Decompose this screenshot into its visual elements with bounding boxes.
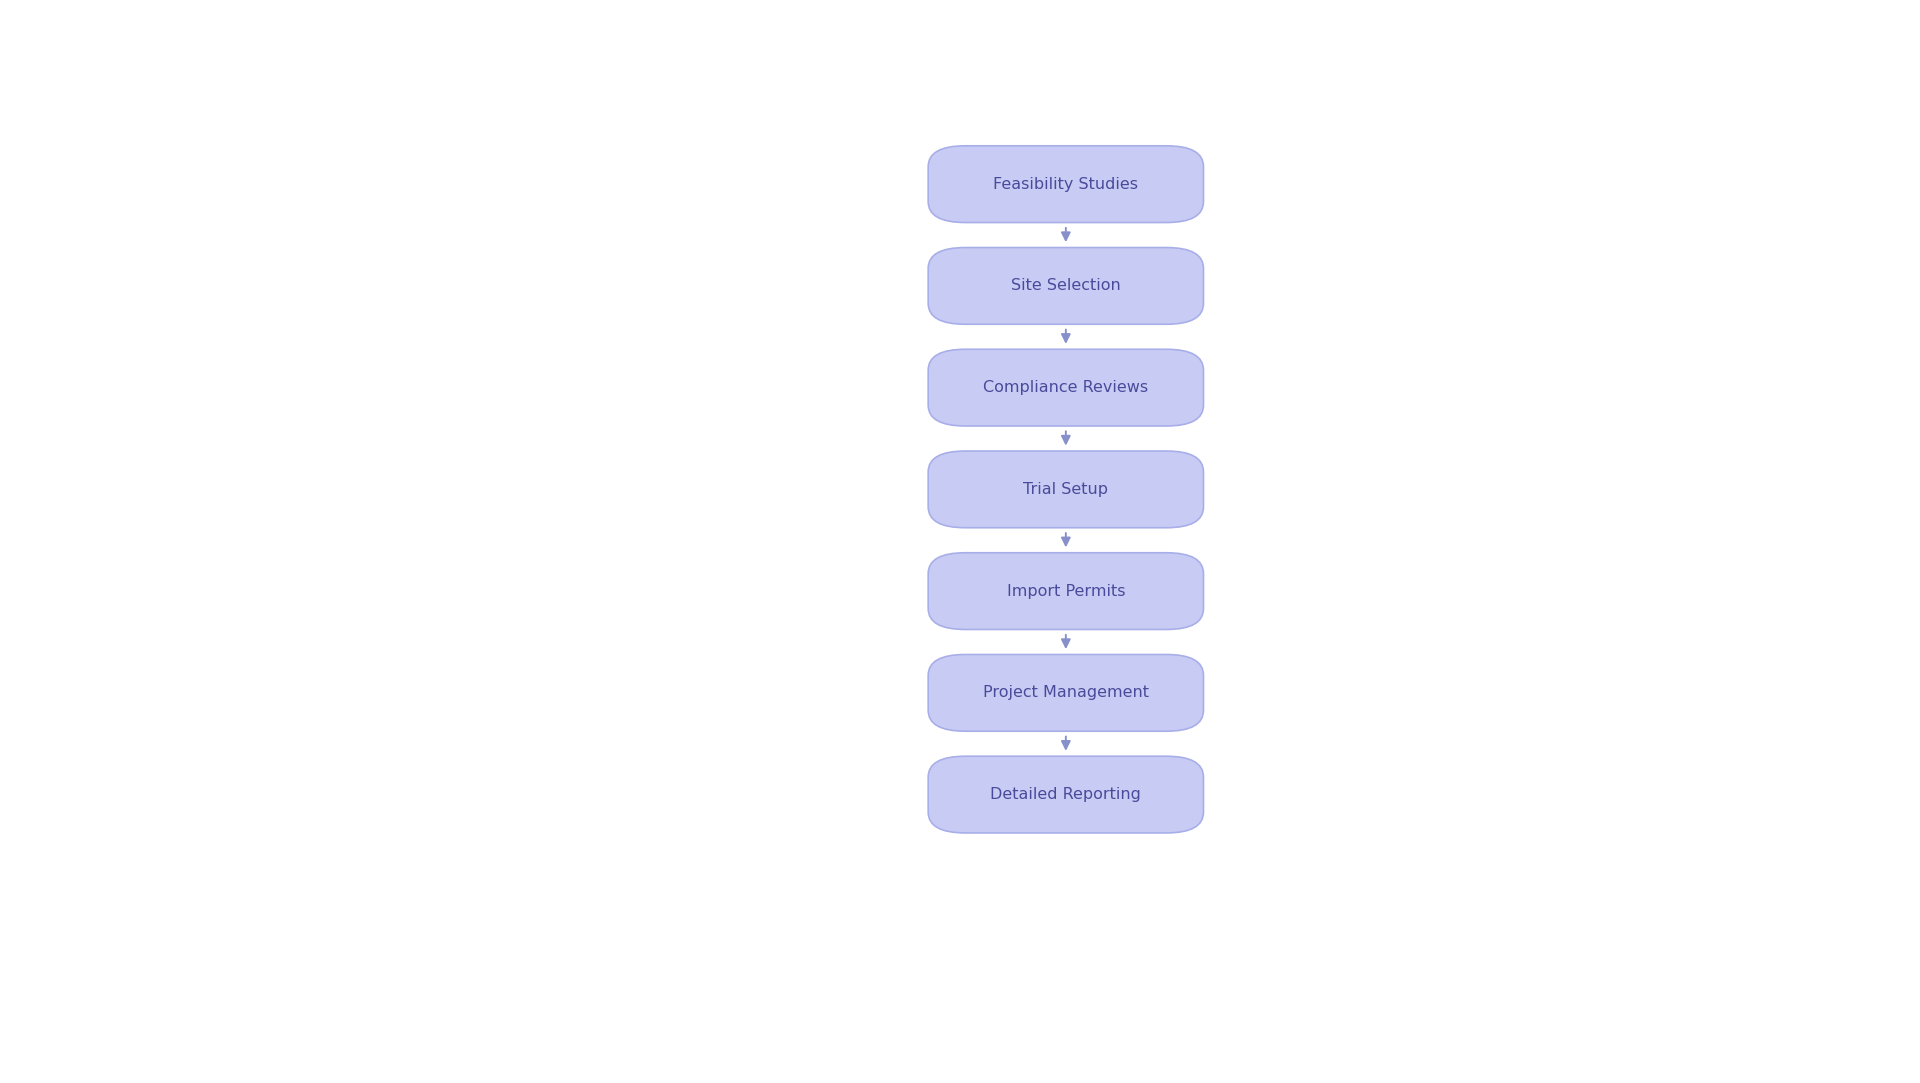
Text: Site Selection: Site Selection — [1012, 278, 1121, 293]
Text: Detailed Reporting: Detailed Reporting — [991, 787, 1140, 803]
Text: Trial Setup: Trial Setup — [1023, 482, 1108, 497]
FancyBboxPatch shape — [927, 248, 1204, 324]
FancyBboxPatch shape — [927, 146, 1204, 222]
FancyBboxPatch shape — [927, 552, 1204, 629]
Text: Project Management: Project Management — [983, 686, 1148, 701]
Text: Feasibility Studies: Feasibility Studies — [993, 177, 1139, 192]
FancyBboxPatch shape — [927, 654, 1204, 731]
FancyBboxPatch shape — [927, 451, 1204, 527]
FancyBboxPatch shape — [927, 350, 1204, 426]
Text: Compliance Reviews: Compliance Reviews — [983, 380, 1148, 395]
FancyBboxPatch shape — [927, 756, 1204, 833]
Text: Import Permits: Import Permits — [1006, 584, 1125, 599]
